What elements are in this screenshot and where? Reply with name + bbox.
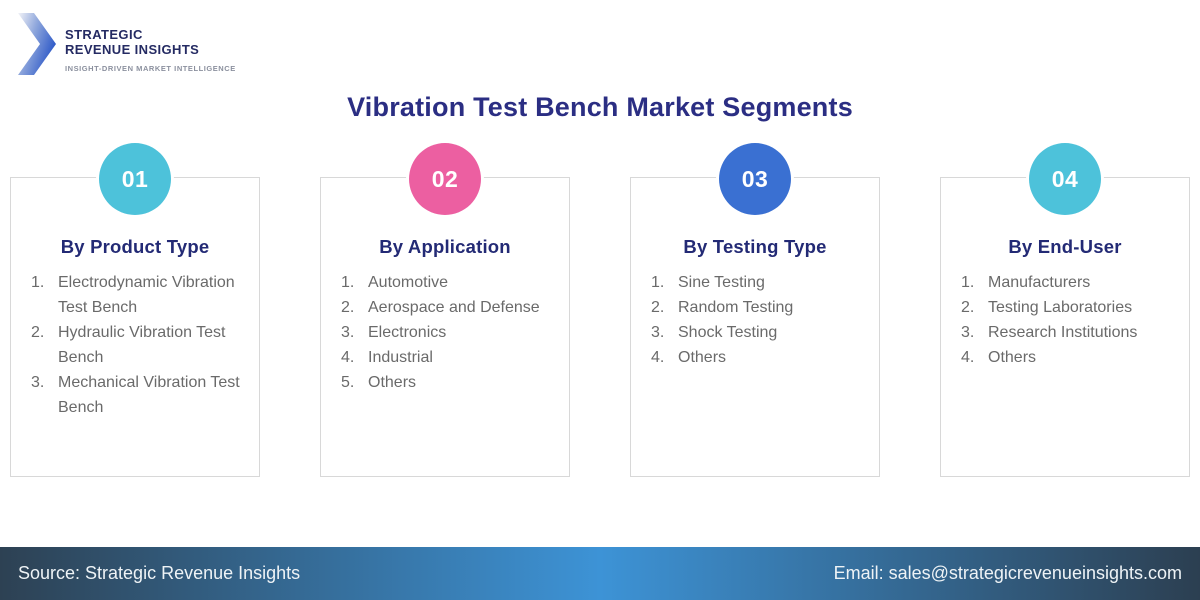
brand-name-line2: REVENUE INSIGHTS: [65, 42, 200, 57]
list-item: Electronics: [341, 320, 447, 345]
brand-name-line1: STRATEGIC: [65, 27, 143, 42]
segment-number: 04: [1051, 165, 1079, 192]
segment-number: 01: [121, 165, 149, 192]
list-item: Industrial: [341, 345, 433, 370]
list-item: Others: [341, 370, 417, 395]
segment-list: Automotive Aerospace and Defense Electro…: [321, 270, 569, 395]
segment-list: Manufacturers Testing Laboratories Resea…: [941, 270, 1189, 370]
list-item: Others: [961, 345, 1037, 370]
segment-heading: By Testing Type: [683, 236, 827, 257]
list-item: Sine Testing: [651, 270, 765, 295]
segment-number-badge: 04: [1029, 143, 1101, 215]
segment-number-badge: 02: [409, 143, 481, 215]
segment-number-badge: 01: [99, 143, 171, 215]
chevron-logo-icon: [18, 13, 56, 75]
footer-bar: Source: Strategic Revenue Insights Email…: [0, 547, 1200, 600]
segment-heading: By End-User: [1008, 236, 1122, 257]
segment-card-application: 02 By Application Automotive Aerospace a…: [320, 143, 570, 477]
list-item: Mechanical Vibration Test Bench: [31, 370, 240, 416]
brand-logo: STRATEGIC REVENUE INSIGHTS INSIGHT-DRIVE…: [18, 13, 236, 75]
segment-card-end-user: 04 By End-User Manufacturers Testing Lab…: [940, 143, 1190, 477]
list-item: Manufacturers: [961, 270, 1091, 295]
list-item: Random Testing: [651, 295, 794, 320]
list-item: Others: [651, 345, 727, 370]
list-item: Shock Testing: [651, 320, 778, 345]
list-item: Automotive: [341, 270, 449, 295]
segment-heading: By Product Type: [60, 236, 210, 257]
segment-number: 02: [431, 165, 459, 192]
segment-heading: By Application: [379, 236, 511, 257]
segment-number: 03: [741, 165, 769, 192]
list-item: Hydraulic Vibration Test Bench: [31, 320, 226, 366]
brand-tagline: INSIGHT-DRIVEN MARKET INTELLIGENCE: [65, 64, 236, 73]
segment-number-badge: 03: [719, 143, 791, 215]
page-title: Vibration Test Bench Market Segments: [347, 92, 853, 122]
segment-list: Electrodynamic Vibration Test Bench Hydr…: [11, 270, 259, 420]
list-item: Electrodynamic Vibration Test Bench: [31, 270, 235, 316]
segment-card-testing-type: 03 By Testing Type Sine Testing Random T…: [630, 143, 880, 477]
list-item: Aerospace and Defense: [341, 295, 540, 320]
segment-card-product-type: 01 By Product Type Electrodynamic Vibrat…: [10, 143, 260, 477]
list-item: Research Institutions: [961, 320, 1138, 345]
footer-email: Email: sales@strategicrevenueinsights.co…: [833, 563, 1182, 583]
list-item: Testing Laboratories: [961, 295, 1133, 320]
footer-source: Source: Strategic Revenue Insights: [18, 563, 301, 583]
segment-list: Sine Testing Random Testing Shock Testin…: [631, 270, 879, 370]
brand-name: STRATEGIC REVENUE INSIGHTS INSIGHT-DRIVE…: [65, 13, 236, 75]
